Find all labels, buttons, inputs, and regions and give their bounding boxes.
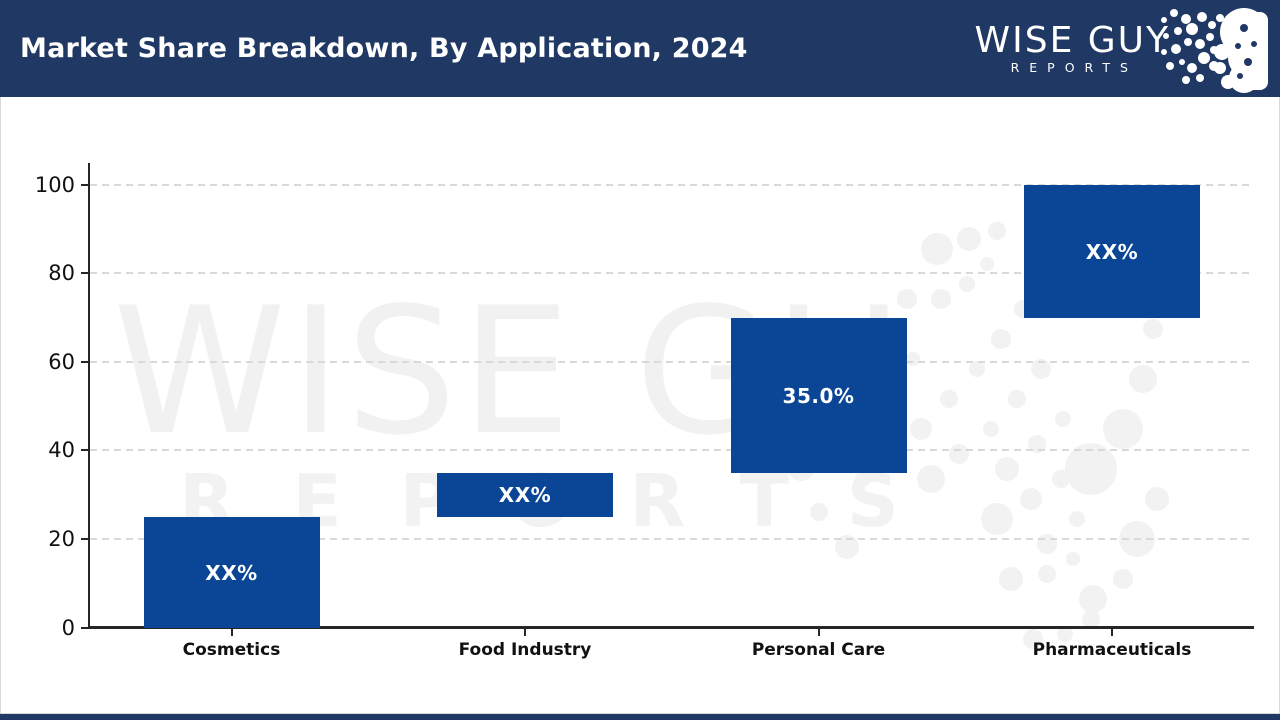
y-tick-label-60: 60 bbox=[48, 350, 75, 374]
x-axis-line bbox=[88, 626, 1254, 629]
y-tick-60 bbox=[81, 361, 89, 363]
footer-bar bbox=[0, 714, 1280, 720]
y-tick-100 bbox=[81, 184, 89, 186]
bar-value-label-3: XX% bbox=[1085, 239, 1139, 264]
wiseguy-logo: WISE GUY REPORTS bbox=[974, 4, 1268, 94]
gridline-60 bbox=[90, 361, 1254, 363]
chart-area: WISE GU REPORTS 020406080100CosmeticsFoo… bbox=[0, 97, 1280, 714]
bar-segment-2: 35.0% bbox=[730, 318, 907, 473]
x-tick-1 bbox=[524, 629, 526, 636]
bar-value-label-2: 35.0% bbox=[782, 383, 855, 408]
bar-value-label-0: XX% bbox=[205, 560, 258, 585]
x-tick-2 bbox=[817, 629, 820, 636]
y-tick-label-100: 100 bbox=[34, 173, 75, 197]
y-axis-line bbox=[88, 163, 90, 628]
x-tick-0 bbox=[230, 629, 233, 636]
y-tick-label-40: 40 bbox=[48, 438, 75, 462]
y-tick-80 bbox=[81, 272, 89, 274]
x-tick-3 bbox=[1111, 629, 1113, 636]
x-tick-label-0: Cosmetics bbox=[182, 640, 281, 660]
page-title: Market Share Breakdown, By Application, … bbox=[20, 33, 748, 64]
gridline-80 bbox=[90, 272, 1254, 274]
header-bar: Market Share Breakdown, By Application, … bbox=[0, 0, 1280, 97]
logo-face-icon bbox=[1161, 7, 1268, 93]
x-tick-label-2: Personal Care bbox=[751, 640, 886, 660]
x-tick-label-1: Food Industry bbox=[458, 640, 592, 660]
x-tick-label-3: Pharmaceuticals bbox=[1032, 640, 1192, 660]
bar-segment-3: XX% bbox=[1024, 185, 1200, 318]
bar-value-label-1: XX% bbox=[498, 483, 552, 507]
logo-subtext: REPORTS bbox=[1010, 60, 1138, 76]
bar-segment-1: XX% bbox=[437, 473, 613, 517]
logo-text: WISE GUY REPORTS bbox=[974, 19, 1171, 76]
y-tick-label-0: 0 bbox=[61, 616, 75, 640]
y-tick-label-20: 20 bbox=[48, 527, 75, 551]
bottom-hairline bbox=[0, 713, 1280, 714]
gridline-20 bbox=[90, 538, 1254, 540]
bar-segment-0: XX% bbox=[143, 517, 320, 628]
y-tick-0 bbox=[81, 627, 89, 629]
gridline-40 bbox=[90, 449, 1254, 451]
y-tick-20 bbox=[81, 538, 89, 540]
logo-wordmark: WISE GUY bbox=[974, 19, 1170, 61]
gridline-100 bbox=[90, 184, 1254, 186]
y-tick-40 bbox=[81, 449, 89, 451]
y-tick-label-80: 80 bbox=[48, 261, 75, 285]
